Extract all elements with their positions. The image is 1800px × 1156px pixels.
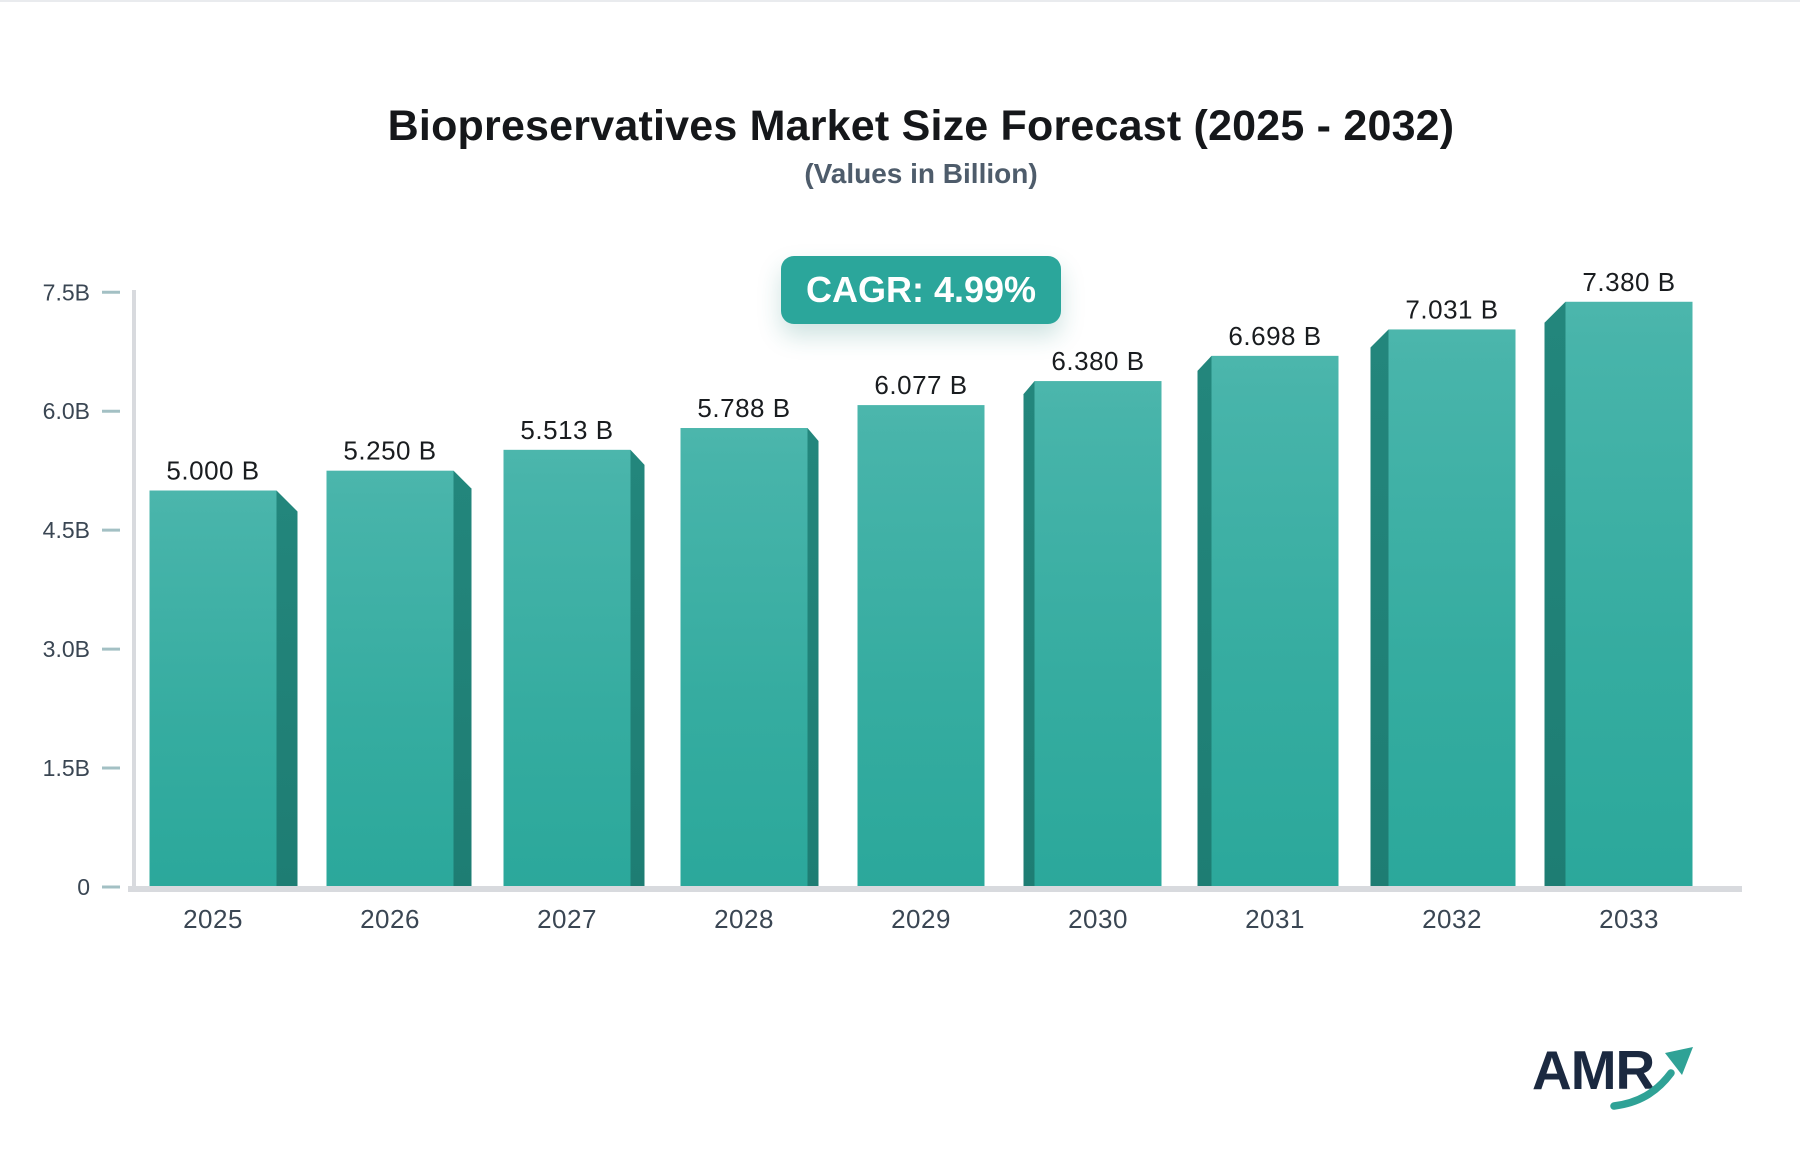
x-axis-label: 2033 <box>1599 904 1659 934</box>
bar-side-2027 <box>630 449 645 887</box>
bar-value-label: 7.031 B <box>1405 294 1498 324</box>
x-axis-label: 2026 <box>360 904 420 934</box>
bar-2026 <box>326 470 454 888</box>
bar-2029 <box>857 405 985 888</box>
bar-value-label: 6.077 B <box>874 370 967 400</box>
bar-value-label: 6.698 B <box>1228 321 1321 351</box>
bar-side-2032 <box>1370 329 1389 887</box>
bar-value-label: 5.788 B <box>697 393 790 423</box>
x-axis-label: 2032 <box>1422 904 1482 934</box>
amr-logo: AMR <box>1532 1036 1722 1122</box>
x-axis-label: 2027 <box>537 904 597 934</box>
bar-side-2026 <box>453 470 472 887</box>
amr-logo-text: AMR <box>1532 1039 1655 1101</box>
bar-2030 <box>1034 381 1162 888</box>
x-axis-label: 2029 <box>891 904 951 934</box>
x-axis-label: 2031 <box>1245 904 1305 934</box>
chart-subtitle: (Values in Billion) <box>804 158 1038 189</box>
y-axis-label: 0 <box>77 874 90 900</box>
bar-value-label: 6.380 B <box>1051 346 1144 376</box>
bar-2028 <box>680 428 808 888</box>
bar-2025 <box>149 490 277 888</box>
bar-value-label: 5.513 B <box>520 415 613 445</box>
bar-2027 <box>503 449 631 888</box>
logo-arrow-icon <box>1610 1047 1693 1110</box>
bar-2032 <box>1388 329 1516 888</box>
bar-side-2025 <box>276 490 298 887</box>
x-axis-label: 2028 <box>714 904 774 934</box>
bar-side-2033 <box>1544 301 1566 887</box>
bar-2033 <box>1565 301 1693 888</box>
y-axis-label: 7.5B <box>43 279 90 305</box>
bar-value-label: 5.000 B <box>166 456 259 486</box>
bar-value-label: 7.380 B <box>1582 267 1675 297</box>
bar-2031 <box>1211 355 1339 888</box>
y-axis-label: 6.0B <box>43 398 90 424</box>
bar-side-2028 <box>807 428 819 887</box>
bar-value-label: 5.250 B <box>343 436 436 466</box>
bar-side-2031 <box>1197 355 1212 887</box>
bar-side-2030 <box>1023 381 1035 887</box>
y-axis-label: 1.5B <box>43 755 90 781</box>
x-axis-label: 2030 <box>1068 904 1128 934</box>
chart-title: Biopreservatives Market Size Forecast (2… <box>387 102 1455 150</box>
cagr-badge: CAGR: 4.99% <box>781 256 1061 324</box>
y-axis-label: 4.5B <box>43 517 90 543</box>
x-axis-label: 2025 <box>183 904 243 934</box>
y-axis-label: 3.0B <box>43 636 90 662</box>
